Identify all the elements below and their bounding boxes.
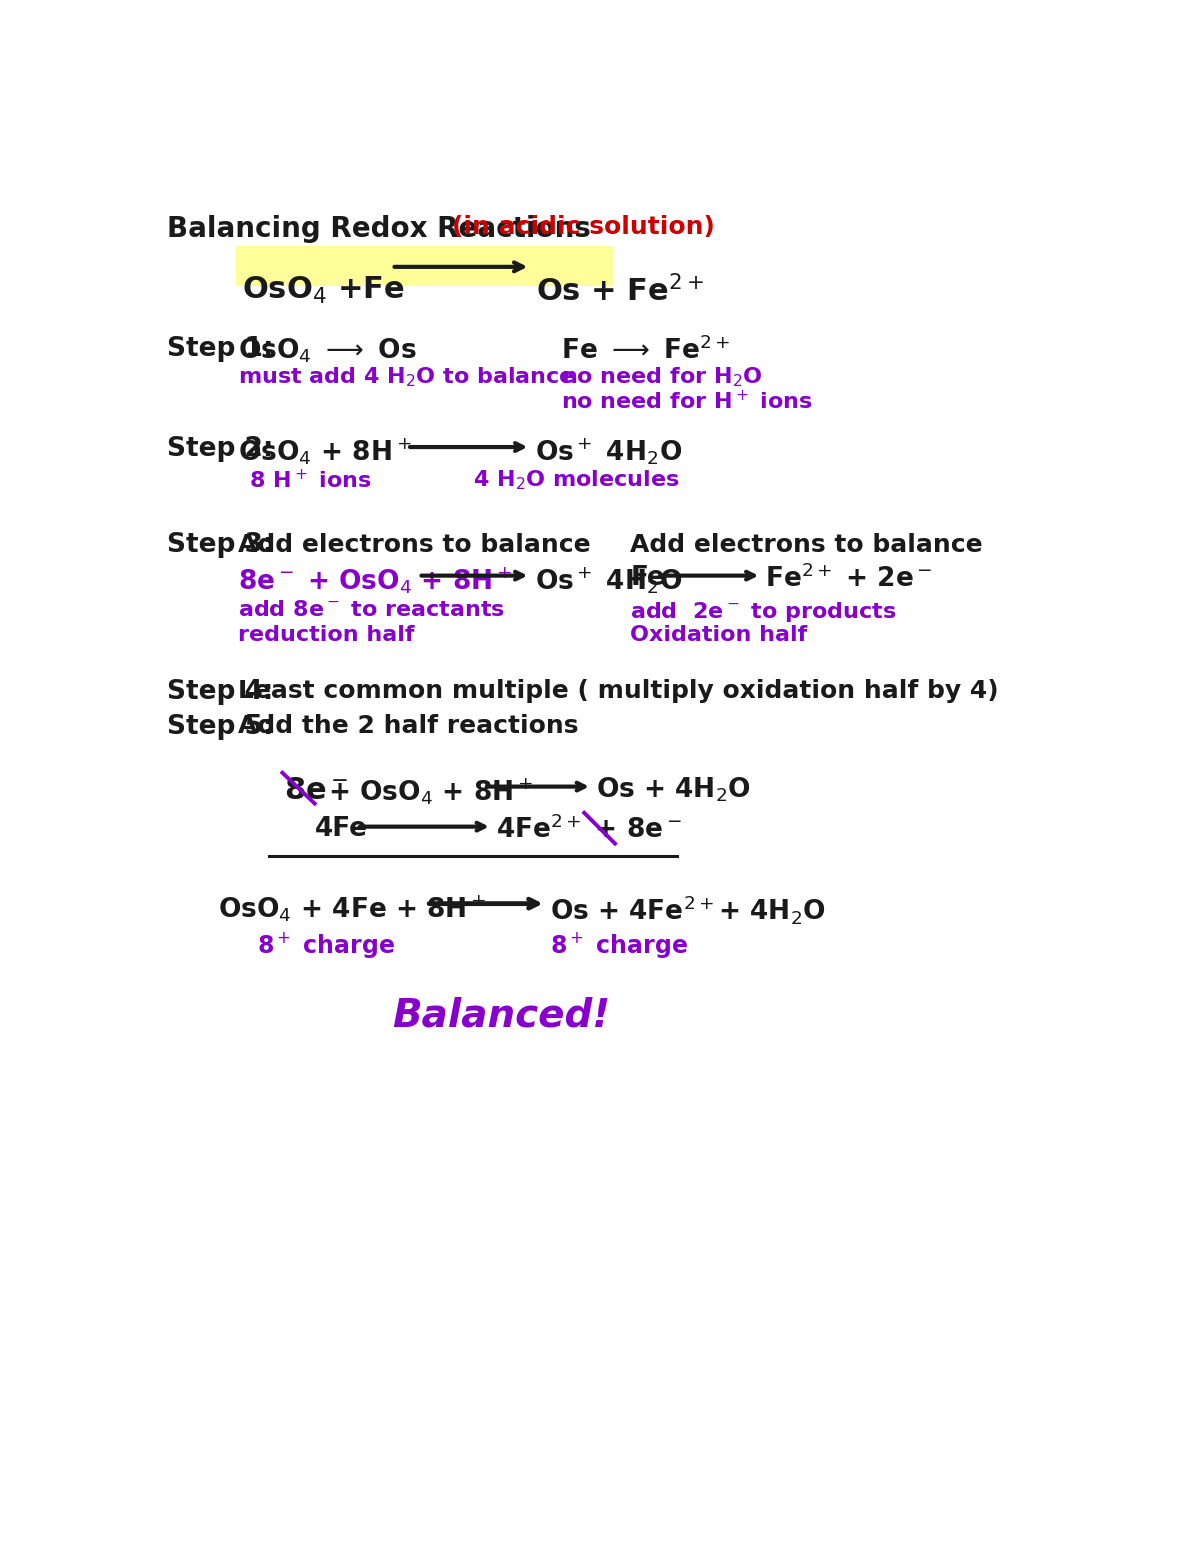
Text: Add electrons to balance: Add electrons to balance [630, 533, 983, 556]
Text: Os + 4Fe$^{2+}$+ 4H$_2$O: Os + 4Fe$^{2+}$+ 4H$_2$O [550, 893, 826, 925]
Text: OsO$_4$ + 8H$^+$: OsO$_4$ + 8H$^+$ [238, 436, 412, 467]
Text: Os$^+$ 4H$_2$O: Os$^+$ 4H$_2$O [535, 436, 683, 467]
Text: 8e$^-$: 8e$^-$ [284, 777, 348, 804]
Text: add 8e$^-$ to reactants: add 8e$^-$ to reactants [238, 600, 505, 620]
Text: 4Fe$^{2+}$ + 8e$^-$: 4Fe$^{2+}$ + 8e$^-$ [496, 815, 682, 845]
Text: (in acidic solution): (in acidic solution) [451, 215, 715, 239]
Text: add  2e$^-$ to products: add 2e$^-$ to products [630, 600, 896, 625]
Text: Step 1:: Step 1: [167, 336, 274, 363]
Text: 8e$^-$ + OsO$_4$ + 8H$^+$: 8e$^-$ + OsO$_4$ + 8H$^+$ [238, 564, 511, 595]
Text: Step 4:: Step 4: [167, 679, 274, 705]
Text: 4Fe: 4Fe [314, 815, 367, 842]
Text: 8$^+$ charge: 8$^+$ charge [257, 930, 395, 959]
Text: Oxidation half: Oxidation half [630, 625, 808, 645]
Text: Step 5:: Step 5: [167, 715, 274, 741]
Text: Add electrons to balance: Add electrons to balance [238, 533, 590, 556]
Text: Step 2:: Step 2: [167, 436, 274, 462]
Text: no need for H$_2$O: no need for H$_2$O [562, 366, 762, 389]
Text: OsO$_4$ +Fe: OsO$_4$ +Fe [241, 274, 404, 305]
Text: reduction half: reduction half [238, 625, 414, 645]
Text: OsO$_4$ $\longrightarrow$ Os: OsO$_4$ $\longrightarrow$ Os [238, 336, 416, 364]
Text: + OsO$_4$ + 8H$^+$: + OsO$_4$ + 8H$^+$ [318, 777, 533, 806]
Text: no need for H$^+$ ions: no need for H$^+$ ions [562, 391, 812, 414]
Text: Os + 4H$_2$O: Os + 4H$_2$O [595, 777, 751, 804]
Text: Os + Fe$^{2+}$: Os + Fe$^{2+}$ [536, 274, 704, 307]
Text: must add 4 H$_2$O to balance: must add 4 H$_2$O to balance [238, 366, 575, 389]
Text: 8$^+$ charge: 8$^+$ charge [550, 930, 688, 959]
Text: Balancing Redox Reactions: Balancing Redox Reactions [167, 215, 600, 243]
Bar [236, 246, 613, 287]
Text: Fe $\longrightarrow$ Fe$^{2+}$: Fe $\longrightarrow$ Fe$^{2+}$ [562, 336, 731, 364]
Text: Least common multiple ( multiply oxidation half by 4): Least common multiple ( multiply oxidati… [238, 679, 998, 702]
Text: Balanced!: Balanced! [391, 997, 610, 1035]
Text: Fe: Fe [630, 564, 665, 591]
Text: Step 3:: Step 3: [167, 533, 274, 558]
Text: Fe$^{2+}$ + 2e$^-$: Fe$^{2+}$ + 2e$^-$ [766, 564, 932, 594]
Text: 4 H$_2$O molecules: 4 H$_2$O molecules [473, 468, 679, 493]
Text: OsO$_4$ + 4Fe + 8H$^+$: OsO$_4$ + 4Fe + 8H$^+$ [218, 893, 487, 924]
Text: Os$^+$ 4H$_2$O: Os$^+$ 4H$_2$O [535, 564, 683, 595]
Text: Add the 2 half reactions: Add the 2 half reactions [238, 715, 578, 738]
Text: 8 H$^+$ ions: 8 H$^+$ ions [250, 468, 372, 491]
